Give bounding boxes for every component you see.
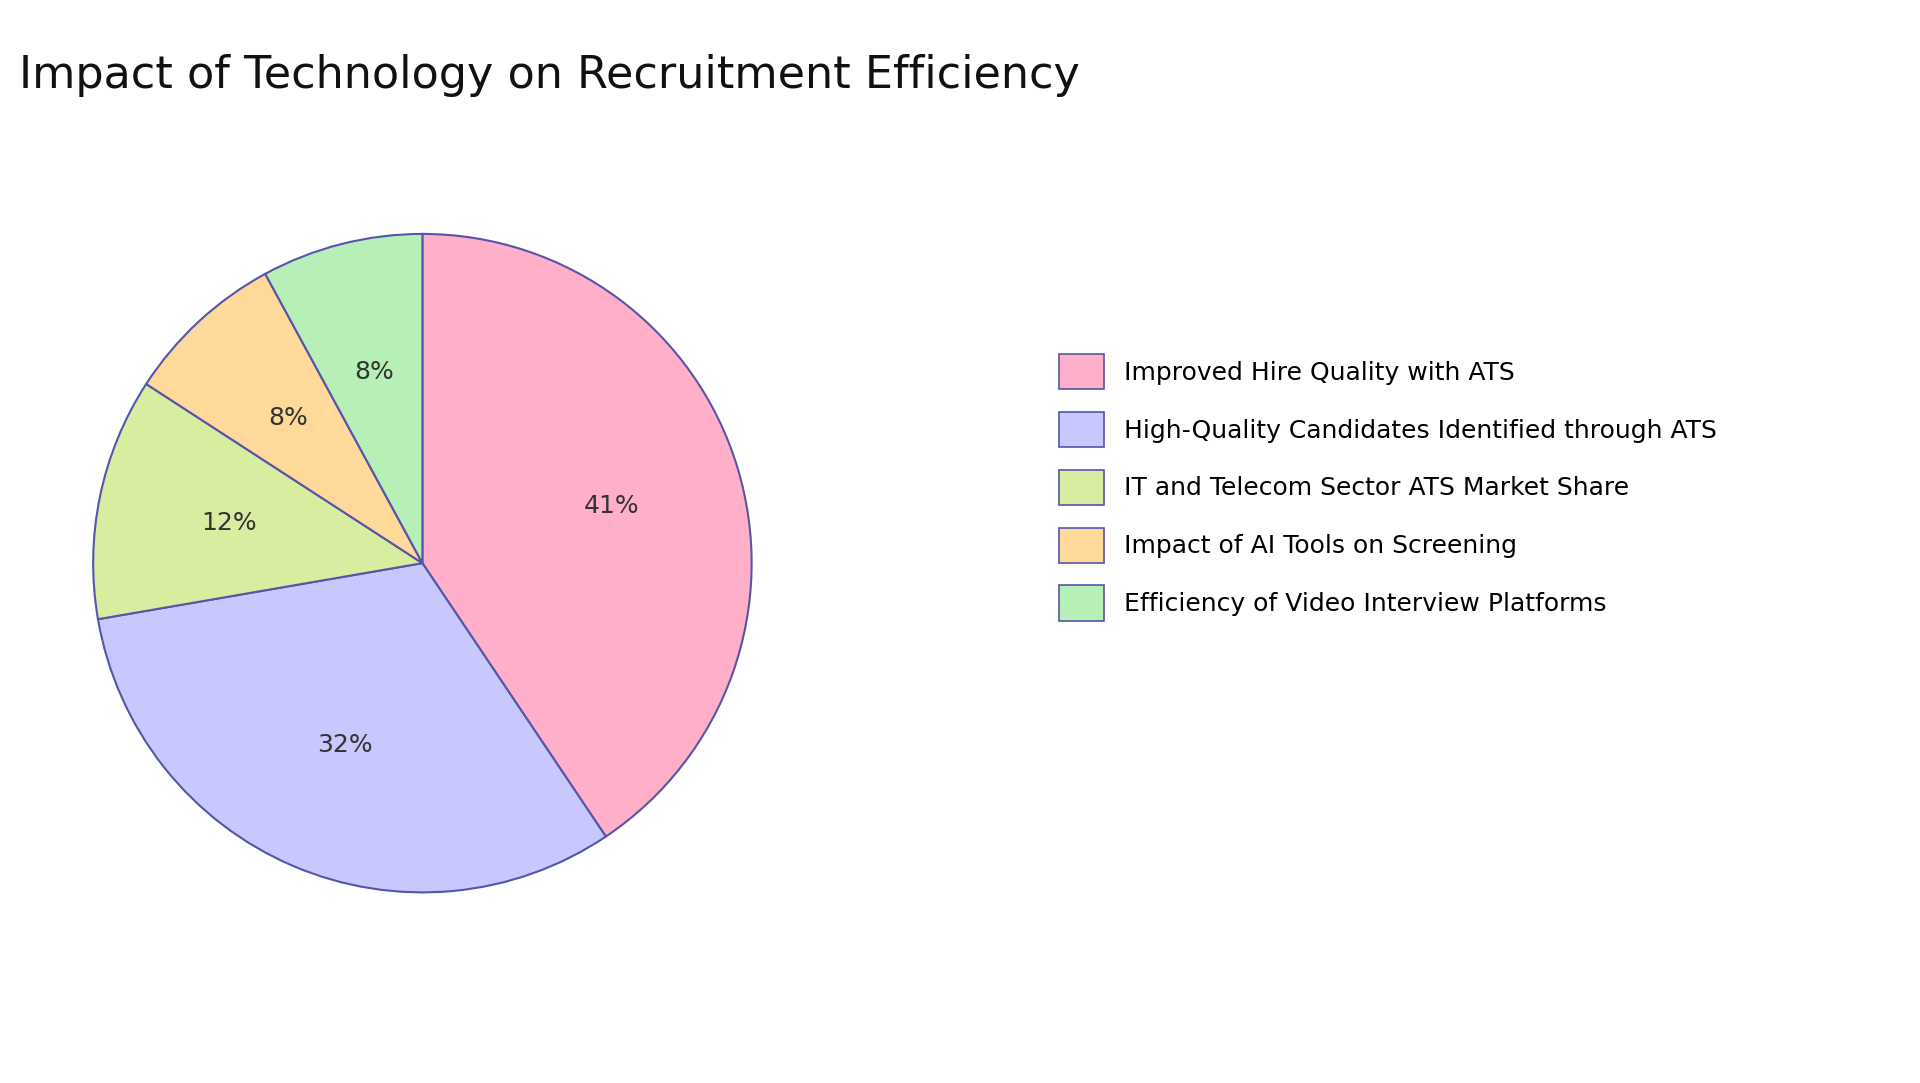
Wedge shape bbox=[94, 384, 422, 619]
Text: 8%: 8% bbox=[269, 406, 307, 430]
Text: 12%: 12% bbox=[202, 511, 257, 535]
Wedge shape bbox=[98, 563, 607, 892]
Text: 8%: 8% bbox=[353, 360, 394, 383]
Wedge shape bbox=[265, 234, 422, 563]
Text: 32%: 32% bbox=[317, 733, 372, 757]
Legend: Improved Hire Quality with ATS, High-Quality Candidates Identified through ATS, : Improved Hire Quality with ATS, High-Qua… bbox=[1050, 344, 1728, 630]
Wedge shape bbox=[146, 274, 422, 563]
Text: 41%: 41% bbox=[584, 494, 639, 518]
Wedge shape bbox=[422, 234, 751, 836]
Text: Impact of Technology on Recruitment Efficiency: Impact of Technology on Recruitment Effi… bbox=[19, 54, 1081, 97]
